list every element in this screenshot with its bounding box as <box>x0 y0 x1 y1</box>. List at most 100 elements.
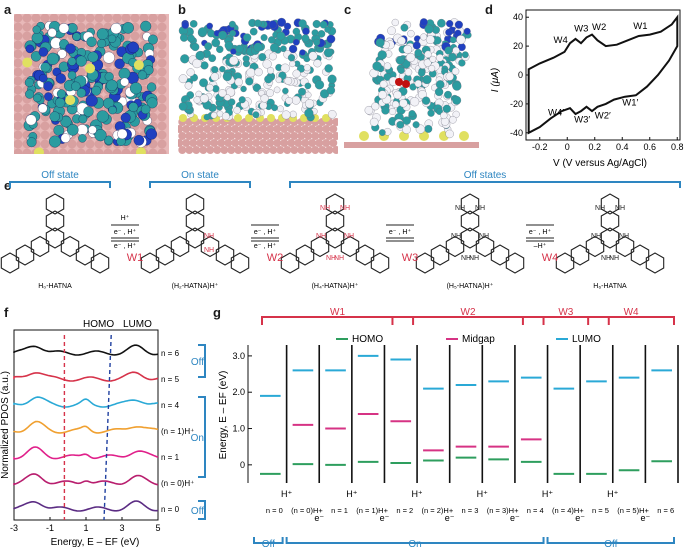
cv-ytick-label: -20 <box>510 99 523 109</box>
window-label: W1 <box>127 252 144 264</box>
sulfur-atom <box>65 95 76 106</box>
step-label: H⁺ <box>346 489 357 499</box>
pdos-curve <box>13 500 159 512</box>
substrate-atom <box>262 146 271 154</box>
molecule-atom <box>395 56 405 65</box>
pdos-off-bottom-label: Off <box>191 506 204 517</box>
cv-peak-labels: W1 W2 W3 W4 W1′ W2′ W3′ W4′ <box>548 21 648 126</box>
off-state-label: Off state <box>41 170 79 181</box>
reaction-arrow: e⁻ , H⁺ –H⁺ W4 <box>526 224 558 264</box>
molecule-atom <box>37 103 48 114</box>
molecule-atom <box>452 95 462 105</box>
molecule-atom <box>39 73 48 83</box>
category-label: (n = 1)H+ <box>356 506 388 515</box>
molecule-atom <box>324 26 331 33</box>
molecule-atom <box>26 137 37 148</box>
molecule-atom <box>48 135 61 148</box>
nh-label: NH <box>316 233 326 240</box>
molecule-atom <box>46 52 60 65</box>
molecule-atom <box>277 105 284 113</box>
molecule-atom <box>228 98 236 106</box>
ring <box>570 244 590 266</box>
molecule-atom <box>114 58 125 69</box>
substrate-atom <box>49 14 59 23</box>
category-label: n = 2 <box>396 506 413 515</box>
molecule-atom <box>195 50 205 61</box>
ring <box>90 252 110 274</box>
ring <box>460 227 480 249</box>
molecule-atom <box>222 71 232 82</box>
molecule-atom <box>262 59 272 69</box>
pdos-curve <box>13 344 159 356</box>
molecule-atom <box>304 82 312 90</box>
molecule-atom <box>94 129 107 142</box>
substrate-atom <box>14 76 23 86</box>
substrate-atom <box>287 125 296 133</box>
substrate-atom <box>290 146 299 154</box>
substrate-atom <box>325 146 334 154</box>
molecule-atom <box>282 87 289 95</box>
molecule-atom <box>317 30 326 38</box>
sulfur-atom <box>85 63 96 74</box>
molecule-atom <box>180 33 189 42</box>
molecule-atom <box>267 67 275 75</box>
molecule-atom <box>421 96 431 105</box>
substrate-atom <box>248 146 257 154</box>
category-label: n = 6 <box>657 506 674 515</box>
molecule-atom <box>422 75 432 85</box>
molecule-atom <box>246 68 256 78</box>
molecule-atom <box>280 45 287 53</box>
substrate-atom <box>14 40 23 50</box>
molecule-atom <box>204 42 213 51</box>
molecule-atom <box>25 89 35 99</box>
molecule-name: H₀-HATNA <box>38 283 72 290</box>
substrate-atom <box>276 132 285 140</box>
substrate-atom <box>196 125 205 133</box>
substrate-atom <box>210 125 219 133</box>
substrate-atom <box>40 121 50 131</box>
substrate-atom <box>294 139 303 147</box>
pdos-off-top-bracket <box>198 344 206 378</box>
molecular-model-top-view <box>14 14 169 154</box>
substrate-atom <box>308 125 317 133</box>
substrate-atom <box>58 148 68 154</box>
pdos-curve <box>13 420 159 434</box>
substrate-atom <box>241 132 250 140</box>
molecule-atom <box>304 108 314 118</box>
substrate-atom <box>31 14 41 23</box>
ring <box>45 210 65 232</box>
molecule-atom <box>452 81 462 91</box>
state-bracket <box>285 537 545 544</box>
pdos-homo-label: HOMO <box>83 319 114 330</box>
substrate-atom <box>94 139 104 149</box>
energy-ytick-label: 1.0 <box>232 424 245 434</box>
molecule-atom <box>30 51 42 62</box>
substrate-atom <box>178 139 184 147</box>
substrate-atom <box>332 118 338 126</box>
molecule-atom <box>203 113 211 121</box>
molecule-atom <box>233 106 241 114</box>
molecule-atom <box>91 85 102 96</box>
substrate-atom <box>85 148 95 154</box>
category-label: (n = 3)H+ <box>487 506 519 515</box>
molecule-atom <box>449 36 457 44</box>
substrate-atom <box>94 14 104 23</box>
molecule-atom <box>264 75 273 84</box>
molecule-atom <box>393 90 402 100</box>
arrow-mid-label: e⁻ , H⁺ <box>529 228 551 236</box>
molecule-atom <box>444 90 452 99</box>
molecule-atom <box>456 35 466 45</box>
molecule-atom <box>25 114 37 126</box>
molecule-atom <box>83 106 94 117</box>
category-label: (n = 2)H+ <box>422 506 454 515</box>
molecule-atom <box>289 60 296 68</box>
substrate-atom <box>308 139 317 147</box>
substrate-atom <box>329 139 338 147</box>
sulfur-atom <box>22 57 33 68</box>
ring <box>430 244 450 266</box>
sulfur-atom <box>267 114 275 122</box>
substrate-atom <box>266 139 275 147</box>
molecule-atom <box>207 29 216 38</box>
legend-lumo: LUMO <box>572 334 601 345</box>
